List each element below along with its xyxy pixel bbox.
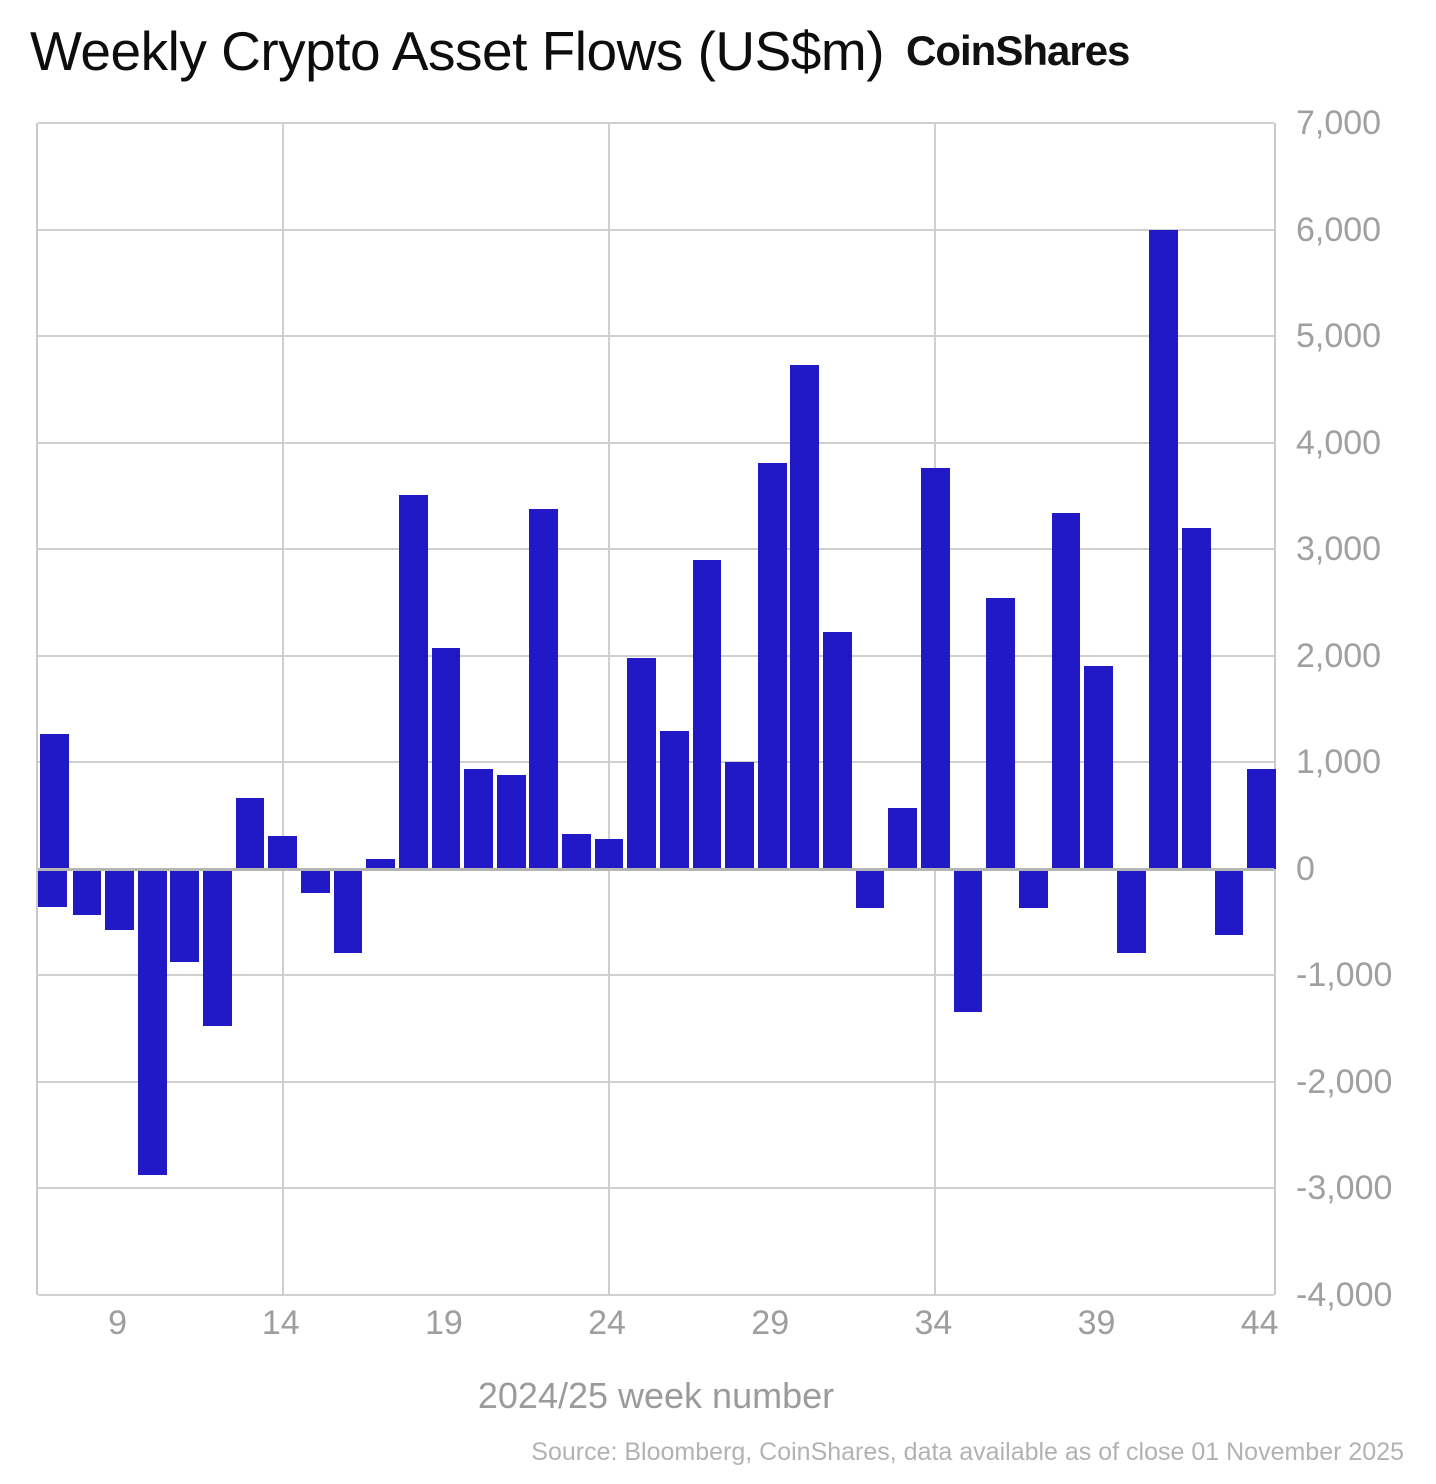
gridline-horizontal <box>38 122 1274 124</box>
gridline-horizontal <box>38 228 1274 231</box>
source-note: Source: Bloomberg, CoinShares, data avai… <box>531 1438 1404 1466</box>
bar <box>431 648 461 869</box>
bar <box>496 775 526 869</box>
bar <box>1084 666 1113 869</box>
bar <box>529 508 559 869</box>
y-axis-tick-label: 2,000 <box>1296 636 1382 675</box>
bar <box>366 859 395 869</box>
y-axis-tick-label: 4,000 <box>1296 423 1382 462</box>
bar <box>464 768 493 869</box>
x-axis-tick-label: 19 <box>424 1304 463 1342</box>
bar <box>333 868 363 953</box>
gridline-vertical <box>281 123 284 1295</box>
y-axis-tick-label: -4,000 <box>1296 1276 1393 1314</box>
zero-line <box>38 867 1274 871</box>
gridline-horizontal <box>38 335 1274 338</box>
gridline-horizontal <box>38 548 1274 551</box>
bar <box>823 632 852 869</box>
bar <box>1247 768 1277 869</box>
bar <box>39 733 69 869</box>
bar <box>1051 512 1081 869</box>
plot-wrapper <box>36 122 1277 1296</box>
y-axis-tick-label: -2,000 <box>1296 1062 1393 1101</box>
bar <box>1116 868 1146 953</box>
bar <box>790 364 820 869</box>
bar <box>594 838 624 869</box>
gridline-horizontal <box>38 441 1274 444</box>
y-axis-tick-label: 1,000 <box>1296 743 1382 782</box>
x-axis-tick-label: 44 <box>1240 1304 1279 1342</box>
bar <box>137 868 167 1175</box>
gridline-horizontal <box>38 1294 1274 1296</box>
y-axis-labels: 7,000 6,000 5,000 4,000 3,000 2,000 1,000 0 -1,0… <box>1296 0 1436 1484</box>
bar <box>235 798 265 869</box>
bar <box>921 468 950 869</box>
bar <box>627 657 657 869</box>
x-axis-tick-label: 14 <box>261 1304 300 1342</box>
y-axis-tick-label: 5,000 <box>1296 317 1382 356</box>
bar <box>855 868 885 909</box>
bar <box>757 462 787 869</box>
bar <box>692 559 722 869</box>
gridline-horizontal <box>38 654 1274 657</box>
bar <box>1214 868 1244 935</box>
gridline-horizontal <box>38 1187 1274 1190</box>
bar <box>1149 229 1179 869</box>
plot-area <box>36 122 1277 1296</box>
y-axis-tick-label: 0 <box>1296 849 1315 888</box>
bar-series <box>38 123 1277 1295</box>
bar <box>301 868 330 894</box>
bar <box>888 808 918 869</box>
bar <box>1018 868 1048 909</box>
bar <box>986 598 1015 869</box>
bar <box>72 868 102 915</box>
gridline-vertical <box>608 123 611 1295</box>
bar <box>203 868 232 1027</box>
bar <box>953 868 983 1012</box>
y-axis-tick-label: 7,000 <box>1296 104 1382 142</box>
bar <box>170 868 200 962</box>
bar <box>268 835 298 869</box>
bar <box>38 868 67 908</box>
gridline-horizontal <box>38 974 1274 977</box>
bar <box>659 731 689 869</box>
y-axis-tick-label: 3,000 <box>1296 530 1382 569</box>
bar <box>1182 527 1211 869</box>
x-axis-title: 2024/25 week number <box>477 1375 835 1416</box>
x-axis-tick-label: 24 <box>588 1304 626 1342</box>
page-title: Weekly Crypto Asset Flows (US$m) <box>30 19 885 82</box>
x-axis-tick-label: 39 <box>1077 1304 1116 1342</box>
gridline-horizontal <box>38 1080 1274 1083</box>
y-axis-tick-label: -3,000 <box>1296 1169 1393 1208</box>
x-axis-tick-label: 29 <box>751 1304 790 1342</box>
chart-header: Weekly Crypto Asset Flows (US$m) CoinSha… <box>0 8 1436 94</box>
bar <box>725 762 754 869</box>
y-axis-tick-label: 6,000 <box>1296 210 1382 249</box>
bar <box>398 494 428 869</box>
bar <box>562 833 591 869</box>
y-axis-tick-label: -1,000 <box>1296 956 1393 995</box>
x-axis-labels: 9 14 19 24 29 34 39 44 <box>0 1306 1436 1362</box>
x-axis-tick-label: 9 <box>108 1304 128 1342</box>
coinshares-logo: CoinShares <box>906 27 1130 74</box>
x-axis-tick-label: 34 <box>914 1304 953 1342</box>
bar <box>105 868 134 930</box>
